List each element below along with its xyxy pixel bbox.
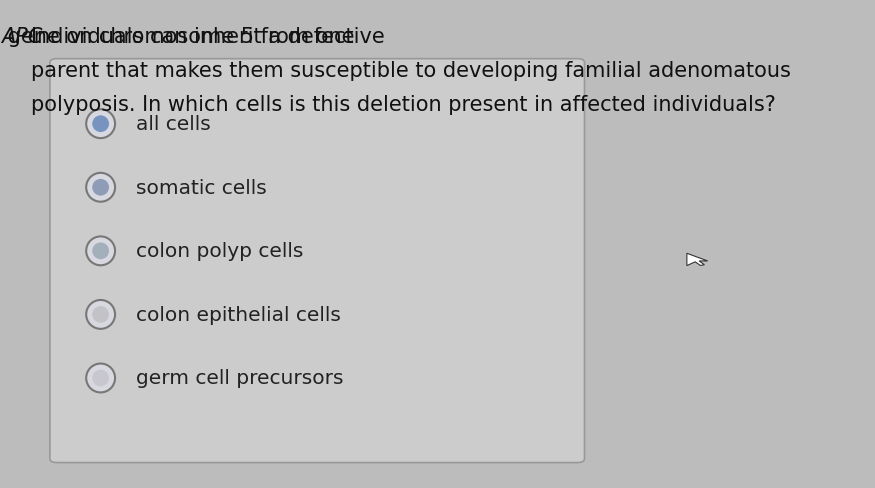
Text: colon polyp cells: colon polyp cells (136, 242, 303, 261)
Text: colon epithelial cells: colon epithelial cells (136, 305, 340, 324)
Text: parent that makes them susceptible to developing familial adenomatous: parent that makes them susceptible to de… (31, 61, 790, 81)
Text: somatic cells: somatic cells (136, 179, 266, 197)
Text: germ cell precursors: germ cell precursors (136, 369, 343, 387)
Text: polyposis. In which cells is this deletion present in affected individuals?: polyposis. In which cells is this deleti… (31, 95, 775, 115)
Text: gene on chromosome 5 from one: gene on chromosome 5 from one (1, 27, 354, 47)
Text: Individuals can inherit a defective: Individuals can inherit a defective (31, 27, 391, 47)
Text: all cells: all cells (136, 115, 210, 134)
Text: APC: APC (1, 27, 43, 47)
